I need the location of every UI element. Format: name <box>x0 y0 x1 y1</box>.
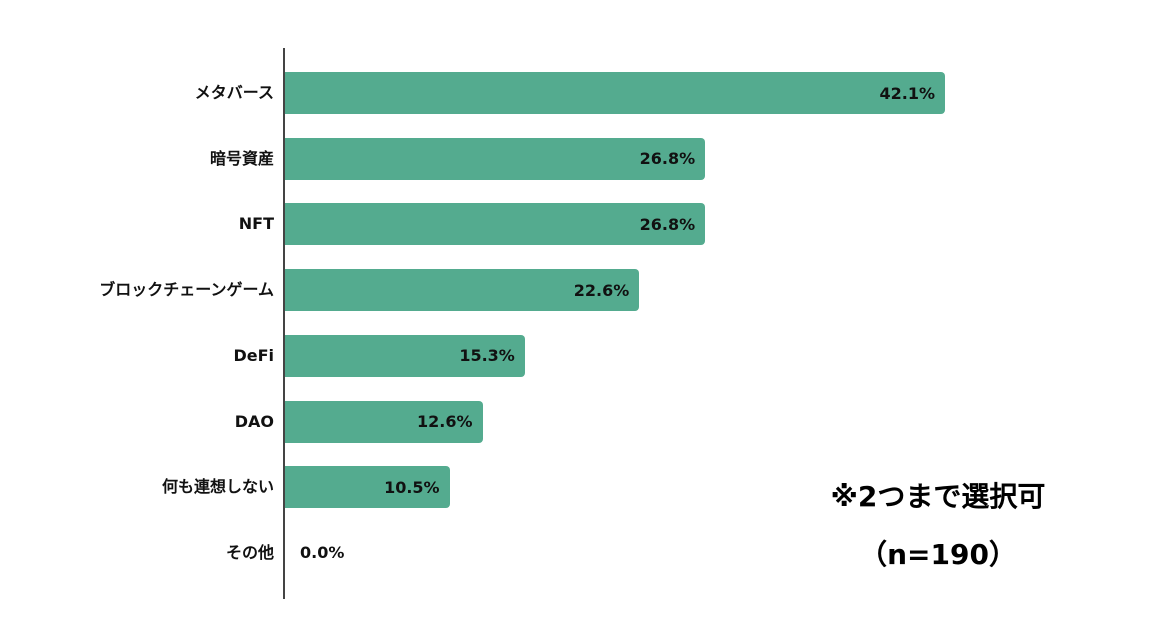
value-label: 26.8% <box>639 149 696 169</box>
category-label: DAO <box>234 411 274 431</box>
category-label: メタバース <box>194 83 274 102</box>
category-label: ブロックチェーンゲーム <box>99 280 274 300</box>
bar: 10.5% <box>285 466 450 509</box>
value-label: 10.5% <box>384 477 440 497</box>
category-label: 何も連想しない <box>161 477 274 497</box>
chart-row: 暗号資産 26.8% <box>0 137 1154 180</box>
bar: 12.6% <box>285 400 483 443</box>
bar: 42.1% <box>285 72 945 114</box>
category-label: 暗号資産 <box>209 148 274 168</box>
y-axis-line <box>283 48 285 599</box>
bar: 26.8% <box>285 137 706 180</box>
value-label: 22.6% <box>573 280 630 300</box>
chart-row: DAO 12.6% <box>0 400 1154 443</box>
chart-row: メタバース 42.1% <box>0 72 1154 114</box>
value-label: 26.8% <box>639 214 696 234</box>
survey-note: ※2つまで選択可 （n=190） <box>800 481 1076 571</box>
category-label: DeFi <box>233 345 274 365</box>
chart-row: NFT 26.8% <box>0 203 1154 246</box>
chart-row: その他 0.0% <box>0 532 1154 574</box>
survey-note-selection-rule: ※2つまで選択可 <box>830 480 1046 513</box>
value-label: 15.3% <box>459 346 515 366</box>
chart-row: ブロックチェーンゲーム 22.6% <box>0 269 1154 312</box>
category-label: その他 <box>225 542 274 562</box>
bar: 15.3% <box>285 334 525 377</box>
bar: 26.8% <box>285 203 706 246</box>
value-label: 12.6% <box>417 412 473 431</box>
survey-note-sample-size: （n=190） <box>859 538 1017 571</box>
category-label: NFT <box>238 214 274 234</box>
chart-row: DeFi 15.3% <box>0 334 1154 377</box>
value-label: 0.0% <box>300 542 345 562</box>
bar: 22.6% <box>285 269 640 312</box>
chart-row: 何も連想しない 10.5% <box>0 466 1154 509</box>
value-label: 42.1% <box>879 83 935 103</box>
